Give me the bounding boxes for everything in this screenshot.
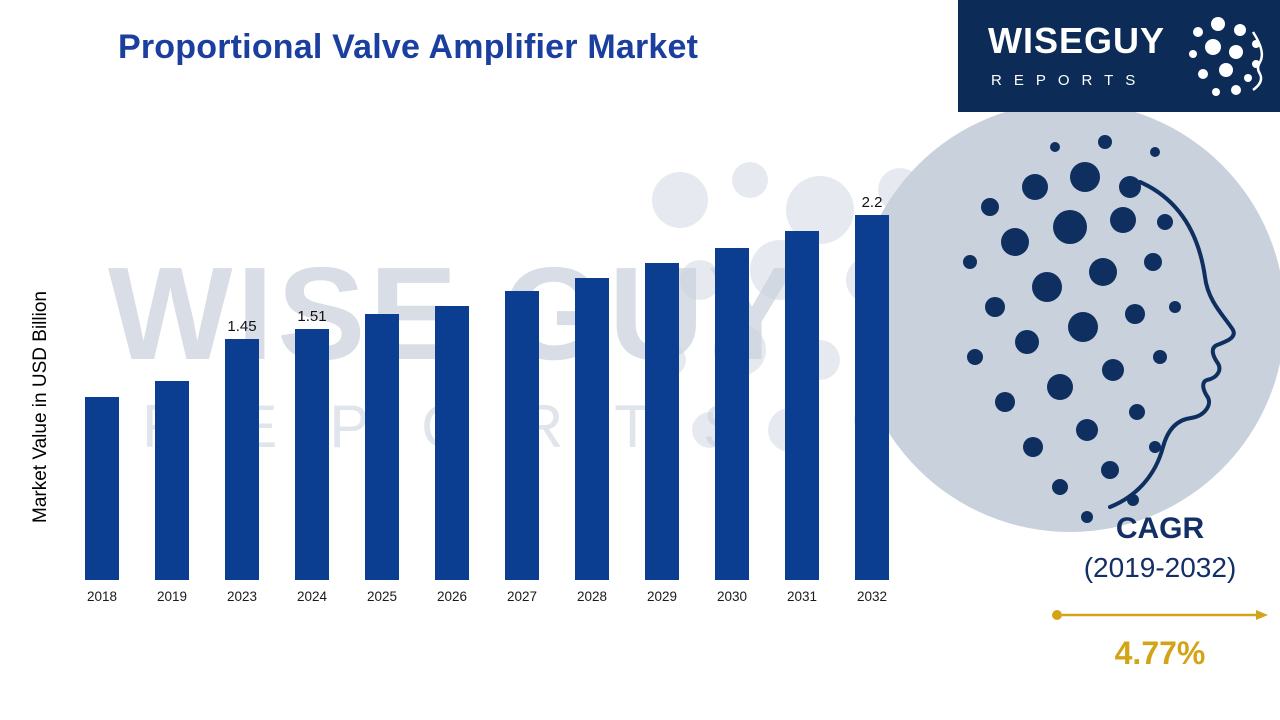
x-tick-label: 2028	[576, 589, 608, 604]
bar	[435, 306, 469, 580]
cagr-block: CAGR (2019-2032) 4.77%	[1045, 512, 1275, 672]
cagr-label: CAGR	[1115, 512, 1205, 545]
bar-group: 2019	[155, 180, 189, 604]
bar	[155, 381, 189, 580]
bar	[505, 291, 539, 580]
x-tick-label: 2023	[226, 589, 258, 604]
x-tick-label: 2019	[156, 589, 188, 604]
bar-group: 2028	[575, 180, 609, 604]
page-title: Proportional Valve Amplifier Market	[118, 28, 699, 66]
bar-group: 2018	[85, 180, 119, 604]
bar	[785, 231, 819, 580]
x-tick-label: 2030	[716, 589, 748, 604]
bar	[645, 263, 679, 580]
x-tick-label: 2018	[86, 589, 118, 604]
bar-group: 2025	[365, 180, 399, 604]
bar-group: 1.51 2024	[295, 180, 329, 604]
x-tick-label: 2027	[506, 589, 538, 604]
bar	[85, 397, 119, 580]
brand-head-graphic	[855, 102, 1280, 532]
face-profile-icon	[963, 135, 1236, 523]
bar	[855, 215, 889, 580]
bar	[365, 314, 399, 580]
x-tick-label: 2032	[856, 589, 888, 604]
bar	[575, 278, 609, 580]
x-tick-label: 2031	[786, 589, 818, 604]
logo-wordmark: WISEGUY	[988, 20, 1166, 61]
bar-chart: 2018 2019 1.45 2023 1.51 2024 2025 2026 2027 2028…	[85, 180, 895, 604]
logo-face-icon	[1189, 17, 1264, 96]
cagr-arrow-icon	[1052, 610, 1268, 620]
bar-value-label: 1.51	[297, 308, 327, 325]
bar-group: 2027	[505, 180, 539, 604]
x-tick-label: 2029	[646, 589, 678, 604]
x-tick-label: 2025	[366, 589, 398, 604]
cagr-range: (2019-2032)	[1083, 552, 1237, 583]
logo-subtitle: REPORTS	[991, 72, 1148, 89]
x-tick-label: 2026	[436, 589, 468, 604]
bar-group: 2029	[645, 180, 679, 604]
bar-value-label: 2.2	[861, 194, 883, 211]
bar-group: 2026	[435, 180, 469, 604]
bar	[225, 339, 259, 580]
bar-value-label: 1.45	[227, 318, 257, 335]
y-axis-label: Market Value in USD Billion	[30, 291, 51, 524]
bar	[295, 329, 329, 580]
bar	[715, 248, 749, 580]
bar-group: 1.45 2023	[225, 180, 259, 604]
cagr-value: 4.77%	[1114, 635, 1206, 671]
logo-panel: WISEGUY REPORTS	[958, 0, 1280, 112]
bar-group: 2031	[785, 180, 819, 604]
x-tick-label: 2024	[296, 589, 328, 604]
bar-group: 2.2 2032	[855, 180, 889, 604]
bar-group: 2030	[715, 180, 749, 604]
